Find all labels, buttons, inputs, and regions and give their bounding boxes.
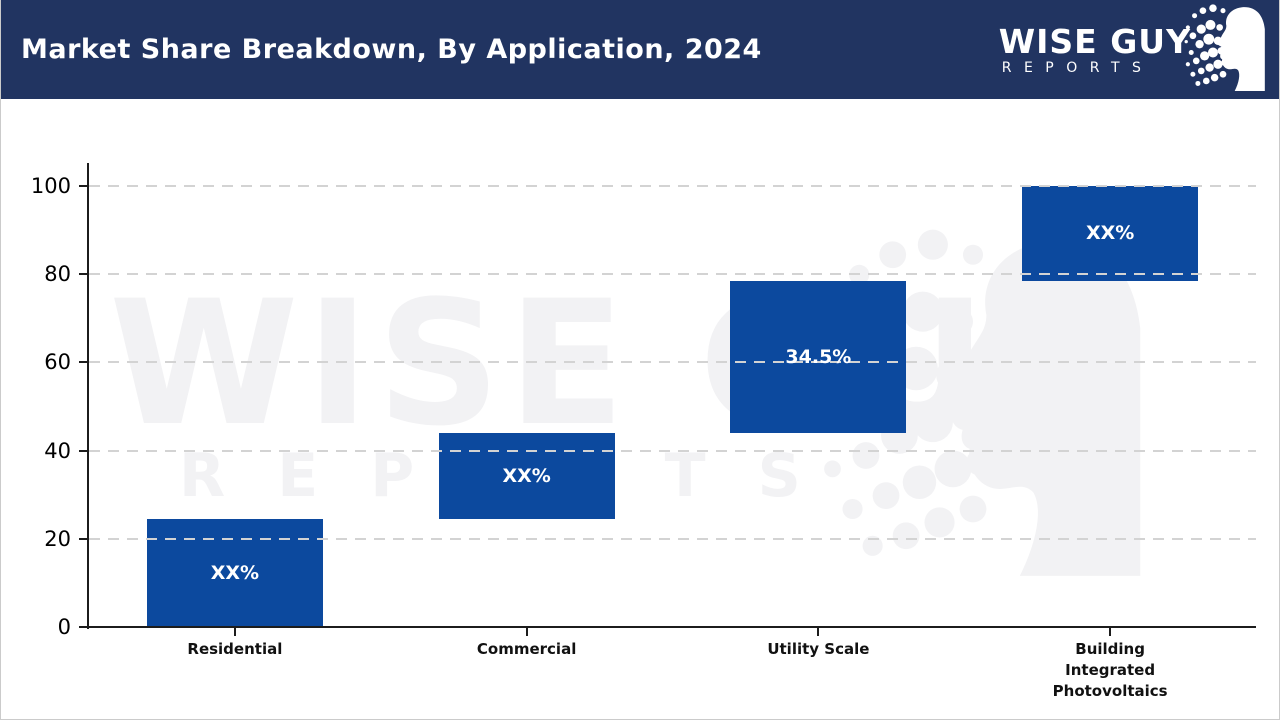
bar-value-label: 34.5% [785,345,852,368]
report-title: Market Share Breakdown, By Application, … [21,34,762,65]
gridline-100 [89,185,1256,187]
x-tick-mark [1109,628,1112,636]
category-label: Commercial [407,639,647,660]
bar-commercial [438,432,615,519]
bar-value-label: XX% [210,561,260,584]
category-label-line: Integrated [1065,661,1156,679]
y-tick-label: 100 [30,174,71,198]
y-tick-mark [79,537,87,540]
dotted-head-profile-icon [1184,3,1265,91]
gridline-80 [89,273,1256,276]
category-label-line: Residential [187,640,283,658]
bar-value-label: XX% [502,464,551,487]
gridline-40 [89,449,1256,452]
gridline-60 [89,361,1256,364]
x-tick-mark [525,628,528,636]
y-axis-line [87,163,89,629]
category-label: Utility Scale [698,639,938,660]
x-tick-mark [817,628,820,636]
logo-wordmark: WISE GUY [998,21,1191,61]
y-tick-mark [79,361,87,364]
y-tick-label: 0 [57,615,71,639]
y-tick-mark [79,185,87,187]
y-tick-label: 60 [44,350,71,375]
category-label-line: Commercial [476,640,577,658]
wiseguy-logo: WISE GUY REPORTS [998,3,1265,96]
gridline-20 [89,537,1256,540]
bar-utility-scale [730,280,907,433]
bar-building-integrated-photovoltaics [1022,186,1199,281]
logo-subtext: REPORTS [1001,59,1154,76]
y-tick-mark [79,449,87,452]
header-bar: Market Share Breakdown, By Application, … [1,0,1279,99]
y-tick-label: 40 [44,438,71,463]
y-tick-label: 80 [44,262,71,287]
category-label: Residential [115,639,355,660]
bar-residential [146,518,323,627]
y-tick-mark [79,626,87,628]
bar-value-label: XX% [1085,222,1135,245]
y-tick-mark [79,273,87,276]
category-label-line: Photovoltaics [1052,682,1168,700]
category-label-line: Utility Scale [767,640,870,658]
y-tick-label: 20 [44,526,71,551]
x-tick-mark [233,628,236,636]
category-label: Building Integrated Photovoltaics [990,639,1230,702]
category-label-line: Building [1075,640,1145,658]
x-axis-line [87,626,1256,628]
